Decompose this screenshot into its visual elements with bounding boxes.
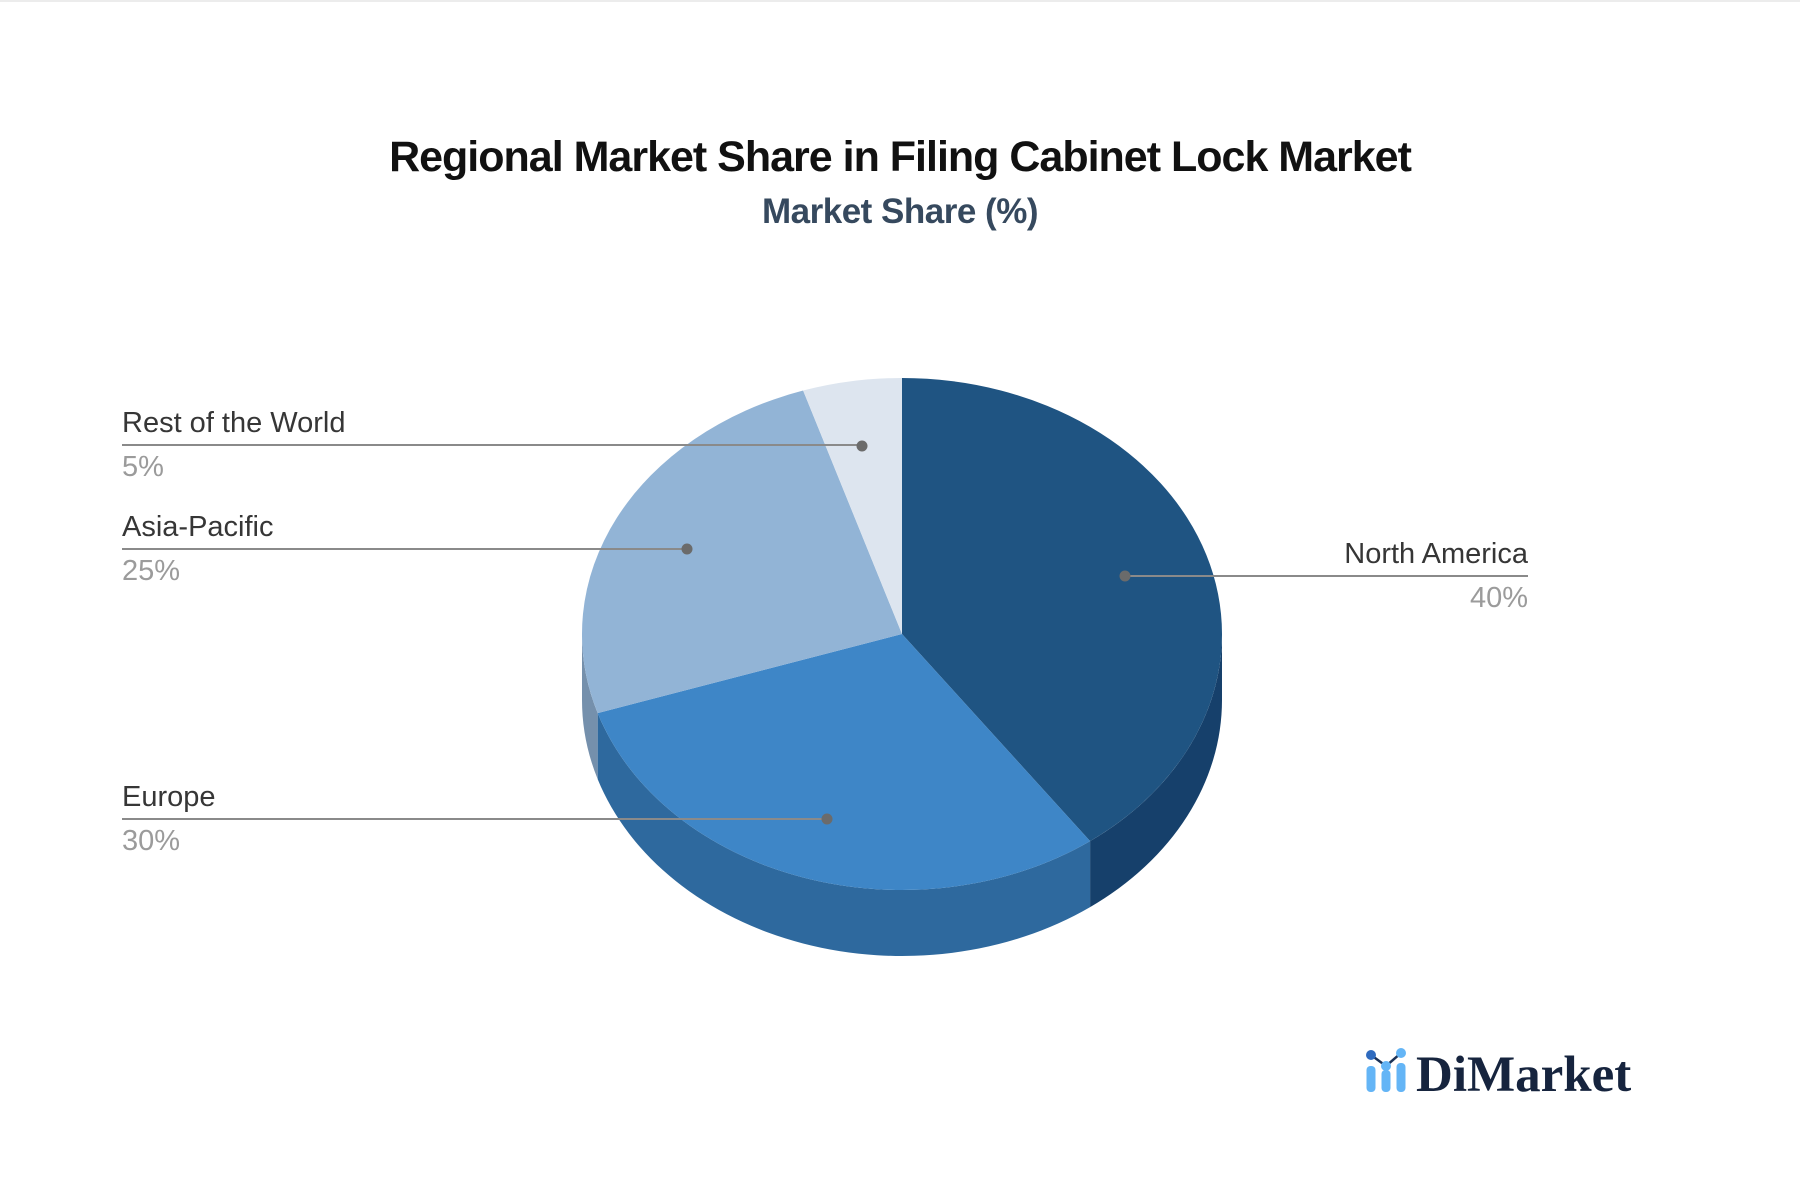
callout-north-america: North America 40%	[1119, 538, 1529, 614]
pie-slice-rest-of-the-world[interactable]	[803, 378, 902, 634]
callout-value: 40%	[1470, 582, 1528, 614]
callout-dot	[681, 543, 693, 555]
pie-slice-north-america[interactable]	[902, 378, 1223, 842]
chart-title: Regional Market Share in Filing Cabinet …	[389, 133, 1412, 181]
brand-logo: DiMarket	[1366, 1047, 1631, 1103]
pie-slice-asia-pacific[interactable]	[581, 390, 902, 714]
chart-subtitle: Market Share (%)	[762, 192, 1038, 231]
callout-dot	[821, 813, 833, 825]
callout-value: 25%	[122, 555, 180, 587]
pie-side-walls	[582, 634, 1222, 957]
callout-label: Europe	[122, 781, 216, 813]
callout-label: North America	[1344, 538, 1529, 570]
pie-slice-europe[interactable]	[597, 634, 1091, 891]
pie-slice-side-asia-pacific	[582, 634, 598, 780]
callout-europe: Europe 30%	[122, 781, 833, 857]
pie-slice-side-europe	[597, 713, 1091, 957]
callout-dot	[856, 440, 868, 452]
callout-asia-pacific: Asia-Pacific 25%	[122, 511, 693, 587]
brand-logo-text: DiMarket	[1416, 1047, 1631, 1103]
pie-slices	[581, 378, 1223, 891]
bar-chart-with-trend-dots-icon	[1366, 1048, 1406, 1092]
callout-rest-of-the-world: Rest of the World 5%	[122, 407, 868, 483]
callout-value: 30%	[122, 825, 180, 857]
callout-value: 5%	[122, 451, 164, 483]
callout-label: Asia-Pacific	[122, 511, 274, 543]
pie-slice-side-north-america	[1090, 634, 1222, 908]
callout-label: Rest of the World	[122, 407, 346, 439]
callout-dot	[1119, 570, 1131, 582]
